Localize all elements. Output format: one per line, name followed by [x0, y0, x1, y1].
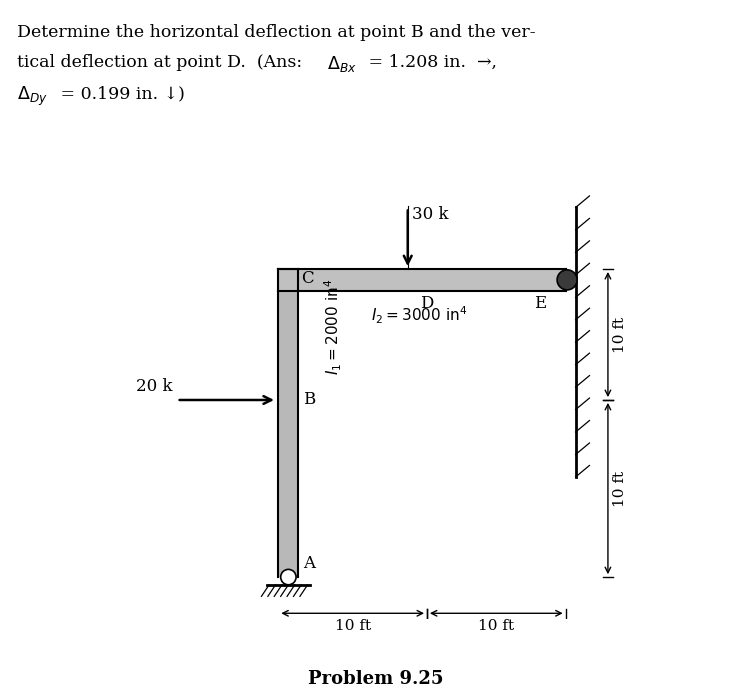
Text: 20 k: 20 k	[135, 379, 172, 395]
Text: D: D	[420, 294, 434, 312]
Text: C: C	[302, 270, 314, 287]
Circle shape	[280, 569, 296, 585]
Text: 10 ft: 10 ft	[614, 470, 627, 507]
Bar	[278, 269, 566, 291]
Circle shape	[557, 270, 577, 290]
Text: 10 ft: 10 ft	[478, 619, 514, 633]
Text: $\Delta_{Dy}$: $\Delta_{Dy}$	[17, 85, 47, 108]
Text: B: B	[303, 391, 315, 409]
Text: 10 ft: 10 ft	[335, 619, 371, 633]
Text: $I_2 = 3000\ \mathrm{in}^4$: $I_2 = 3000\ \mathrm{in}^4$	[371, 305, 468, 326]
Bar	[278, 269, 299, 577]
Text: = 0.199 in. ↓): = 0.199 in. ↓)	[55, 85, 185, 102]
Text: = 1.208 in.  →,: = 1.208 in. →,	[363, 54, 497, 71]
Text: $\Delta_{Bx}$: $\Delta_{Bx}$	[327, 54, 356, 74]
Text: $I_1 = 2000\ \mathrm{in}^4$: $I_1 = 2000\ \mathrm{in}^4$	[323, 278, 344, 375]
Text: 30 k: 30 k	[412, 206, 449, 223]
Text: A: A	[303, 555, 315, 571]
Text: Problem 9.25: Problem 9.25	[308, 670, 444, 688]
Text: tical deflection at point D.  (Ans:: tical deflection at point D. (Ans:	[17, 54, 307, 71]
Text: E: E	[534, 294, 547, 312]
Text: 10 ft: 10 ft	[614, 317, 627, 353]
Text: Determine the horizontal deflection at point B and the ver-: Determine the horizontal deflection at p…	[17, 24, 535, 41]
